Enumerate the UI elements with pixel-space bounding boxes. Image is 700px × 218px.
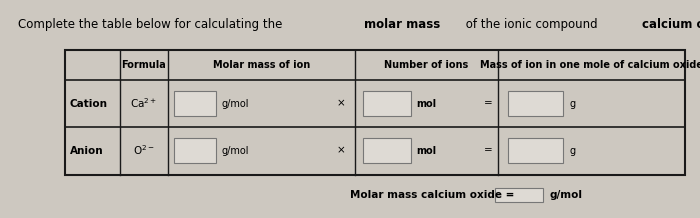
Text: Formula: Formula xyxy=(122,60,167,70)
Text: Cation: Cation xyxy=(70,99,108,109)
Text: molar mass: molar mass xyxy=(364,18,440,31)
Text: g/mol: g/mol xyxy=(221,99,248,109)
Text: =: = xyxy=(484,145,492,155)
Text: Number of ions: Number of ions xyxy=(384,60,468,70)
Text: Molar mass of ion: Molar mass of ion xyxy=(213,60,310,70)
Text: Anion: Anion xyxy=(70,145,104,155)
Text: g/mol: g/mol xyxy=(221,145,248,155)
Text: Complete the table below for calculating the: Complete the table below for calculating… xyxy=(18,18,286,31)
Text: mol: mol xyxy=(416,145,436,155)
Text: g: g xyxy=(569,99,575,109)
Bar xyxy=(65,50,685,175)
Text: mol: mol xyxy=(416,99,436,109)
Text: g: g xyxy=(569,145,575,155)
Text: O$^{2-}$: O$^{2-}$ xyxy=(133,144,155,157)
Bar xyxy=(508,138,563,163)
Text: ×: × xyxy=(337,145,345,155)
Bar xyxy=(174,91,216,116)
Bar xyxy=(363,91,411,116)
Bar xyxy=(363,138,411,163)
Text: Molar mass calcium oxide =: Molar mass calcium oxide = xyxy=(350,190,514,200)
Bar xyxy=(174,138,216,163)
Text: =: = xyxy=(484,99,492,109)
Text: Ca$^{2+}$: Ca$^{2+}$ xyxy=(130,97,158,110)
Bar xyxy=(508,91,563,116)
Text: g/mol: g/mol xyxy=(550,190,583,200)
Text: calcium oxide: calcium oxide xyxy=(642,18,700,31)
Text: of the ionic compound: of the ionic compound xyxy=(463,18,602,31)
Text: ×: × xyxy=(337,99,345,109)
Bar xyxy=(495,188,543,202)
Text: Mass of ion in one mole of calcium oxide: Mass of ion in one mole of calcium oxide xyxy=(480,60,700,70)
